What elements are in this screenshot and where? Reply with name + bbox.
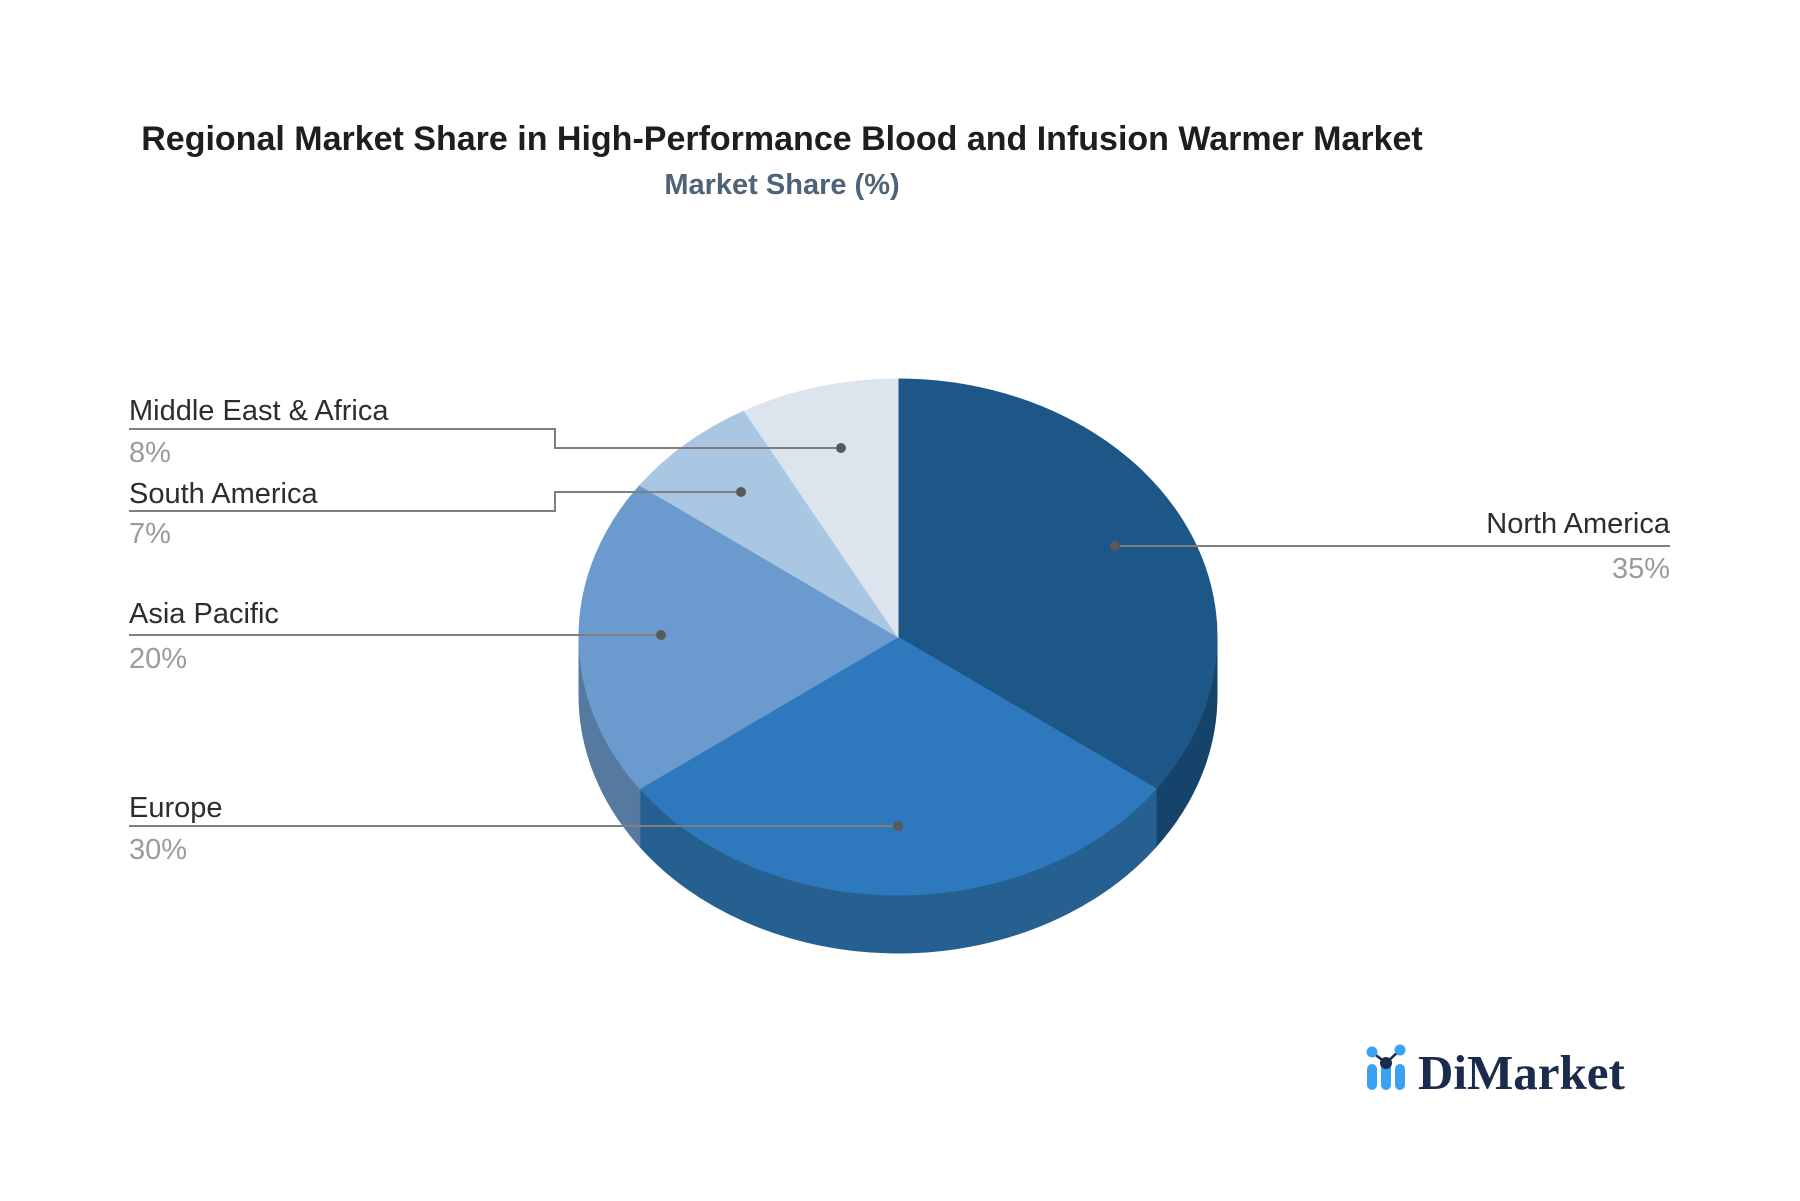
logo-text: DiMarket: [1418, 1045, 1625, 1100]
pie-slice-north-america[interactable]: [897, 378, 1218, 790]
pie-slices: [578, 378, 1218, 896]
callout-dot: [1110, 541, 1120, 551]
slice-label: Middle East & Africa: [129, 395, 389, 427]
trend-dot-icon: [1366, 1046, 1378, 1058]
callout-europe: Europe 30%: [129, 792, 903, 866]
callout-dot: [893, 821, 903, 831]
callout-asia-pacific: Asia Pacific 20%: [129, 598, 666, 675]
chart-subtitle: Market Share (%): [664, 169, 899, 201]
slice-value-label: 8%: [129, 437, 171, 469]
logo-bar-icon: [1395, 1064, 1405, 1090]
callout-dot: [736, 487, 746, 497]
pie-slice-europe[interactable]: [639, 636, 1157, 896]
slice-value-label: 7%: [129, 518, 171, 550]
callout-dot: [836, 443, 846, 453]
slice-label: Europe: [129, 792, 223, 824]
callout-middle-east-africa: Middle East & Africa 8%: [129, 395, 846, 469]
trend-dot-icon: [1380, 1057, 1392, 1069]
slice-label: South America: [129, 478, 318, 510]
slice-label: Asia Pacific: [129, 598, 279, 630]
callout-north-america: North America 35%: [1110, 508, 1671, 585]
slice-value-label: 30%: [129, 834, 187, 866]
callout-dot: [656, 630, 666, 640]
chart-title: Regional Market Share in High-Performanc…: [141, 120, 1423, 158]
slice-value-label: 20%: [129, 643, 187, 675]
logo-bar-icon: [1367, 1064, 1377, 1090]
logo: DiMarket: [1366, 1044, 1625, 1100]
pie-slice-south-america[interactable]: [639, 410, 899, 638]
pie-slice-asia-pacific[interactable]: [578, 484, 899, 790]
slice-value-label: 35%: [1612, 553, 1670, 585]
pie-slice-middle-east-africa[interactable]: [743, 378, 899, 639]
slice-label: North America: [1486, 508, 1671, 540]
callout-south-america: South America 7%: [129, 478, 746, 550]
trend-dot-icon: [1394, 1044, 1406, 1056]
bar-chart-trend-icon: [1366, 1044, 1406, 1090]
callout-line: [129, 428, 841, 449]
callout-line: [129, 491, 741, 512]
